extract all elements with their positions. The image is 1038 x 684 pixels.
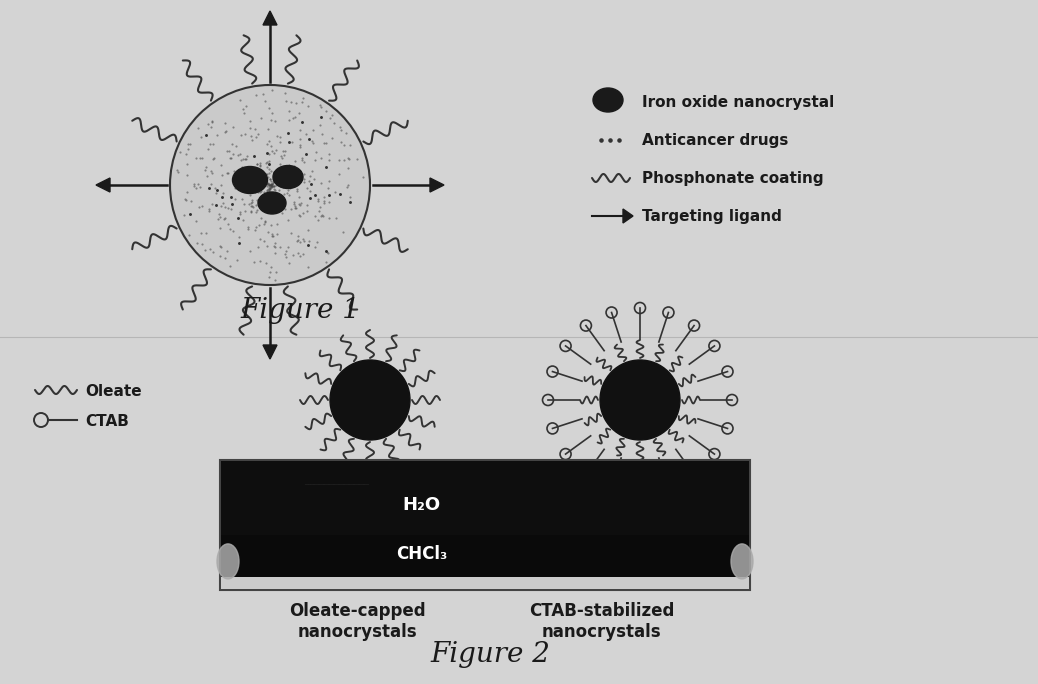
Circle shape <box>330 360 410 440</box>
Text: Figure 1: Figure 1 <box>240 296 360 324</box>
Ellipse shape <box>233 166 268 194</box>
Text: Targeting ligand: Targeting ligand <box>641 209 782 224</box>
Bar <box>221 536 749 581</box>
Polygon shape <box>430 178 444 192</box>
Text: CHCl₃: CHCl₃ <box>395 544 447 563</box>
Text: Anticancer drugs: Anticancer drugs <box>641 133 789 148</box>
Polygon shape <box>263 345 277 359</box>
Bar <box>221 461 749 536</box>
Text: Iron oxide nanocrystal: Iron oxide nanocrystal <box>641 96 835 111</box>
Text: Oleate: Oleate <box>85 384 141 399</box>
Text: Oleate-capped
nanocrystals: Oleate-capped nanocrystals <box>290 602 427 641</box>
Bar <box>220 460 750 590</box>
Polygon shape <box>263 11 277 25</box>
Ellipse shape <box>593 88 623 112</box>
Circle shape <box>600 360 680 440</box>
Ellipse shape <box>731 544 753 579</box>
Text: Figure 2: Figure 2 <box>430 642 550 668</box>
Ellipse shape <box>258 192 286 214</box>
Circle shape <box>170 85 370 285</box>
Ellipse shape <box>217 544 239 579</box>
Polygon shape <box>95 178 110 192</box>
Text: CTAB: CTAB <box>85 414 129 428</box>
Polygon shape <box>623 209 633 223</box>
Text: H₂O: H₂O <box>403 497 440 514</box>
Text: CTAB-stabilized
nanocrystals: CTAB-stabilized nanocrystals <box>529 602 675 641</box>
Bar <box>221 577 749 589</box>
Text: Phosphonate coating: Phosphonate coating <box>641 172 823 187</box>
Ellipse shape <box>273 166 303 189</box>
Text: ─────────────: ───────────── <box>304 479 370 488</box>
